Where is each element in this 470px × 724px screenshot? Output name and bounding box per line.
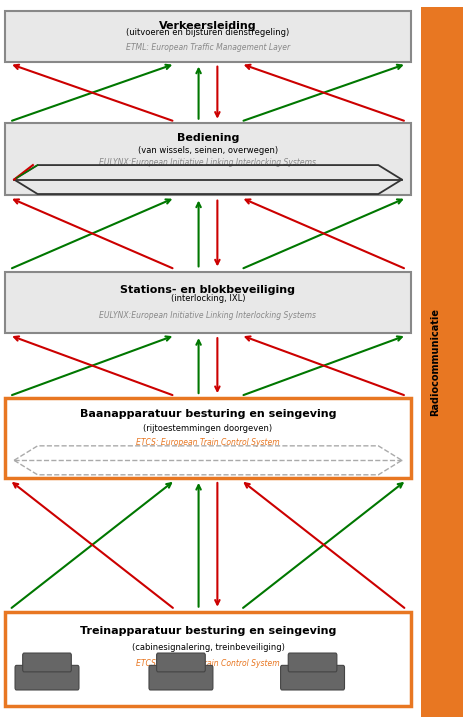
- FancyBboxPatch shape: [157, 653, 205, 672]
- Text: Verkeersleiding: Verkeersleiding: [159, 21, 257, 31]
- Text: Radiocommunicatie: Radiocommunicatie: [431, 308, 440, 416]
- Text: (rijtoestemmingen doorgeven): (rijtoestemmingen doorgeven): [143, 424, 273, 433]
- FancyBboxPatch shape: [5, 398, 411, 478]
- Text: EULYNX:European Initiative Linking Interlocking Systems: EULYNX:European Initiative Linking Inter…: [100, 311, 316, 320]
- FancyBboxPatch shape: [149, 665, 213, 690]
- FancyBboxPatch shape: [5, 11, 411, 62]
- FancyBboxPatch shape: [23, 653, 71, 672]
- Text: ETCS: European Train Control System: ETCS: European Train Control System: [136, 659, 280, 668]
- FancyBboxPatch shape: [281, 665, 345, 690]
- Text: (cabinesignalering, treinbeveiliging): (cabinesignalering, treinbeveiliging): [132, 643, 284, 652]
- Text: Baanapparatuur besturing en seingeving: Baanapparatuur besturing en seingeving: [80, 409, 336, 419]
- FancyBboxPatch shape: [421, 7, 463, 717]
- FancyBboxPatch shape: [5, 123, 411, 195]
- FancyBboxPatch shape: [288, 653, 337, 672]
- Text: ETCS: European Train Control System: ETCS: European Train Control System: [136, 437, 280, 447]
- Text: Treinapparatuur besturing en seingeving: Treinapparatuur besturing en seingeving: [80, 626, 336, 636]
- Text: Stations- en blokbeveiliging: Stations- en blokbeveiliging: [120, 285, 296, 295]
- FancyBboxPatch shape: [5, 272, 411, 333]
- Text: EULYNX:European Initiative Linking Interlocking Systems: EULYNX:European Initiative Linking Inter…: [100, 159, 316, 167]
- Text: Bediening: Bediening: [177, 132, 239, 143]
- Text: GSM-R: Global System for Mobile communications - Railways: GSM-R: Global System for Mobile communic…: [451, 243, 457, 481]
- Text: (uitvoeren en bijsturen dienstregeling): (uitvoeren en bijsturen dienstregeling): [126, 28, 290, 37]
- Text: ETML: European Traffic Management Layer: ETML: European Traffic Management Layer: [126, 43, 290, 52]
- Text: (interlocking, IXL): (interlocking, IXL): [171, 294, 245, 303]
- FancyBboxPatch shape: [5, 612, 411, 706]
- Text: (van wissels, seinen, overwegen): (van wissels, seinen, overwegen): [138, 146, 278, 155]
- FancyBboxPatch shape: [15, 665, 79, 690]
